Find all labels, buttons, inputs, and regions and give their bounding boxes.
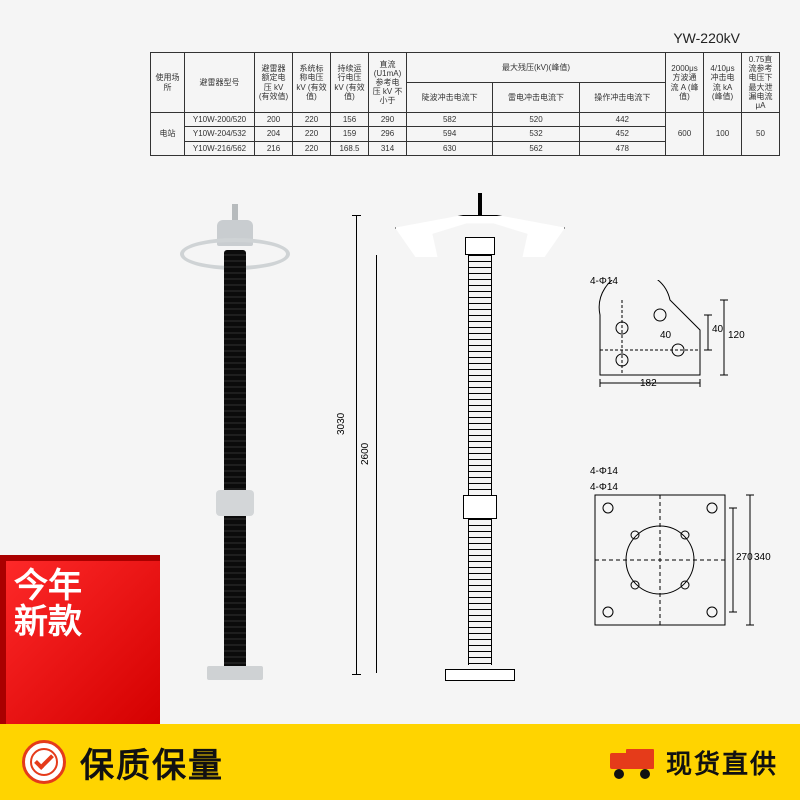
cell-sq: 600 <box>666 113 704 156</box>
hdr-leak: 0.75直流参考电压下最大泄漏电流 μA <box>742 53 780 113</box>
draw-base <box>445 669 515 681</box>
cell: 478 <box>579 141 665 155</box>
cell: 220 <box>293 113 331 127</box>
cell: 220 <box>293 127 331 141</box>
quality-badge-icon <box>22 740 66 784</box>
base-plate-w: 340 <box>754 552 771 563</box>
base-plate-inner: 270 <box>736 552 753 563</box>
cell: 290 <box>369 113 407 127</box>
base-flange <box>207 666 263 680</box>
dimension-drawing: 3030 2600 <box>370 185 590 685</box>
hdr-cont: 持续运行电压 kV (有效值) <box>331 53 369 113</box>
base-plate-drawing: 4-Φ14 4-Φ14 270 340 <box>580 470 780 660</box>
cell-leak: 50 <box>742 113 780 156</box>
bottom-bar: 保质保量 现货直供 <box>0 724 800 800</box>
dim-line-inner <box>376 255 377 673</box>
base-plate-corner-note: 4-Φ14 <box>590 466 618 477</box>
cell: 220 <box>293 141 331 155</box>
cell: 520 <box>493 113 579 127</box>
hdr-resid-light: 雷电冲击电流下 <box>493 83 579 113</box>
draw-cap <box>465 237 495 255</box>
dim-inner-value: 2600 <box>360 443 371 465</box>
arrester-body <box>224 250 246 670</box>
top-plate-w: 182 <box>640 378 657 389</box>
cell: 204 <box>255 127 293 141</box>
top-plate-gap-v: 40 <box>712 324 723 335</box>
draw-body <box>468 255 492 665</box>
dim-line-outer <box>356 215 357 675</box>
promo-line2: 新款 <box>14 605 150 641</box>
hdr-sys: 系统标称电压 kV (有效值) <box>293 53 331 113</box>
model-series: YW-220kV <box>150 30 780 46</box>
cell: Y10W-200/520 <box>185 113 255 127</box>
bar-main-text: 保质保量 <box>80 738 224 787</box>
hdr-resid-group: 最大残压(kV)(峰值) <box>407 53 666 83</box>
top-plate-h: 120 <box>728 330 745 341</box>
cell: Y10W-204/532 <box>185 127 255 141</box>
promo-line1: 今年 <box>14 569 150 605</box>
hdr-rated: 避雷器额定电压 kV (有效值) <box>255 53 293 113</box>
dim-outer-value: 3030 <box>336 413 347 435</box>
hdr-resid-switch: 操作冲击电流下 <box>579 83 665 113</box>
cell-imp: 100 <box>704 113 742 156</box>
hdr-sq: 2000μs方波通流 A (峰值) <box>666 53 704 113</box>
cell: 594 <box>407 127 493 141</box>
cell: 452 <box>579 127 665 141</box>
cell: Y10W-216/562 <box>185 141 255 155</box>
hdr-dcref: 直流(U1mA)参考电压 kV 不小于 <box>369 53 407 113</box>
cell: 156 <box>331 113 369 127</box>
cell: 532 <box>493 127 579 141</box>
hdr-resid-steep: 陡波冲击电流下 <box>407 83 493 113</box>
product-photo <box>160 190 310 680</box>
hdr-imp: 4/10μs冲击电流 kA (峰值) <box>704 53 742 113</box>
cell: 442 <box>579 113 665 127</box>
draw-mid-flange <box>463 495 497 519</box>
hdr-use-site: 使用场所 <box>151 53 185 113</box>
cell: 200 <box>255 113 293 127</box>
top-plate-hole-note: 4-Φ14 <box>590 276 618 287</box>
cell: 296 <box>369 127 407 141</box>
cell: 562 <box>493 141 579 155</box>
use-site-cell: 电站 <box>151 113 185 156</box>
table-row: 电站 Y10W-200/520 200 220 156 290 582 520 … <box>151 113 780 127</box>
cell: 582 <box>407 113 493 127</box>
cell: 630 <box>407 141 493 155</box>
cell: 314 <box>369 141 407 155</box>
cell: 216 <box>255 141 293 155</box>
truck-icon <box>610 747 656 777</box>
promo-badge: 今年 新款 <box>0 555 160 725</box>
hdr-model: 避雷器型号 <box>185 53 255 113</box>
spec-table: 使用场所 避雷器型号 避雷器额定电压 kV (有效值) 系统标称电压 kV (有… <box>150 52 780 156</box>
top-plate-gap-h: 40 <box>660 330 671 341</box>
draw-stem <box>478 193 482 217</box>
top-plate-drawing: 4-Φ14 40 120 182 40 <box>590 280 770 390</box>
cell: 168.5 <box>331 141 369 155</box>
base-plate-center-note: 4-Φ14 <box>590 482 618 493</box>
mid-flange <box>216 490 254 516</box>
cell: 159 <box>331 127 369 141</box>
bar-sub-text: 现货直供 <box>666 744 778 781</box>
